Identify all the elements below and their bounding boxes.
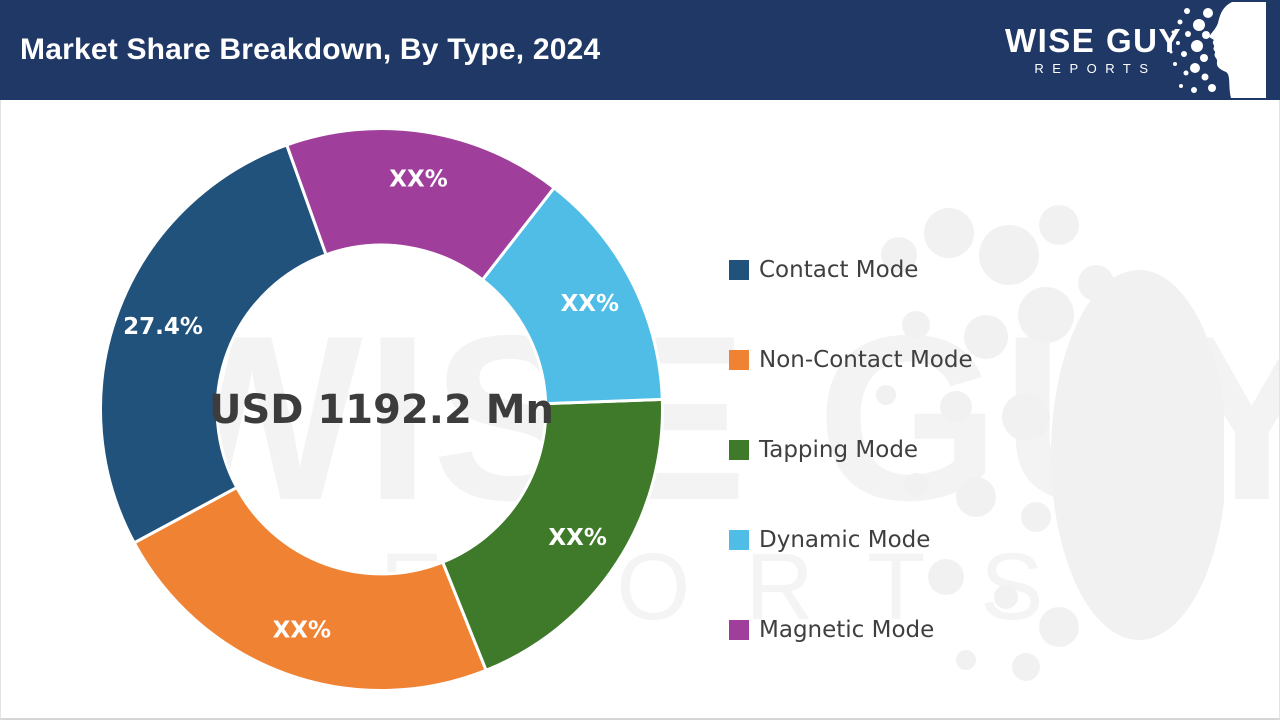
slice-label-tapping-mode: XX% bbox=[548, 525, 607, 551]
legend-label-dynamic-mode: Dynamic Mode bbox=[759, 527, 931, 553]
legend: Contact Mode Non-Contact Mode Tapping Mode… bbox=[729, 258, 973, 708]
logo-head-icon bbox=[1169, 2, 1266, 98]
chart-area: WISE GUY REPORTS 27.4% XX% XX% XX% XX% USD 1… bbox=[0, 100, 1280, 720]
donut-segment-contact-mode bbox=[99, 143, 329, 545]
logo-wordmark: WISE GUY bbox=[1004, 22, 1182, 59]
donut-svg: 27.4% XX% XX% XX% XX% bbox=[99, 127, 664, 692]
legend-item-contact-mode: Contact Mode bbox=[729, 258, 973, 282]
donut-segment-non-contact-mode bbox=[132, 485, 489, 692]
slice-label-contact-mode: 27.4% bbox=[123, 314, 203, 340]
legend-label-magnetic-mode: Magnetic Mode bbox=[759, 617, 935, 643]
slice-label-dynamic-mode: XX% bbox=[561, 291, 620, 317]
slice-label-magnetic-mode: XX% bbox=[389, 167, 448, 193]
legend-swatch-non-contact-mode bbox=[729, 350, 749, 370]
slice-label-non-contact-mode: XX% bbox=[273, 618, 332, 644]
wise-guy-reports-logo: WISE GUY REPORTS bbox=[1005, 2, 1266, 98]
legend-swatch-tapping-mode bbox=[729, 440, 749, 460]
donut-segment-tapping-mode bbox=[440, 397, 664, 673]
legend-swatch-contact-mode bbox=[729, 260, 749, 280]
donut-chart: 27.4% XX% XX% XX% XX% USD 1192.2 Mn bbox=[99, 127, 664, 692]
legend-swatch-magnetic-mode bbox=[729, 620, 749, 640]
legend-item-dynamic-mode: Dynamic Mode bbox=[729, 528, 973, 552]
donut-center-value: USD 1192.2 Mn bbox=[209, 386, 554, 433]
logo-text: WISE GUY REPORTS bbox=[1005, 24, 1182, 76]
page-title: Market Share Breakdown, By Type, 2024 bbox=[20, 33, 601, 66]
legend-item-tapping-mode: Tapping Mode bbox=[729, 438, 973, 462]
header-bar: Market Share Breakdown, By Type, 2024 WI… bbox=[0, 0, 1280, 100]
legend-label-contact-mode: Contact Mode bbox=[759, 257, 919, 283]
legend-label-non-contact-mode: Non-Contact Mode bbox=[759, 347, 973, 373]
legend-item-magnetic-mode: Magnetic Mode bbox=[729, 618, 973, 642]
donut-segment-dynamic-mode bbox=[480, 185, 664, 406]
legend-item-non-contact-mode: Non-Contact Mode bbox=[729, 348, 973, 372]
legend-swatch-dynamic-mode bbox=[729, 530, 749, 550]
legend-label-tapping-mode: Tapping Mode bbox=[759, 437, 919, 463]
logo-subtitle: REPORTS bbox=[1034, 61, 1157, 76]
donut-segment-magnetic-mode bbox=[284, 127, 557, 282]
